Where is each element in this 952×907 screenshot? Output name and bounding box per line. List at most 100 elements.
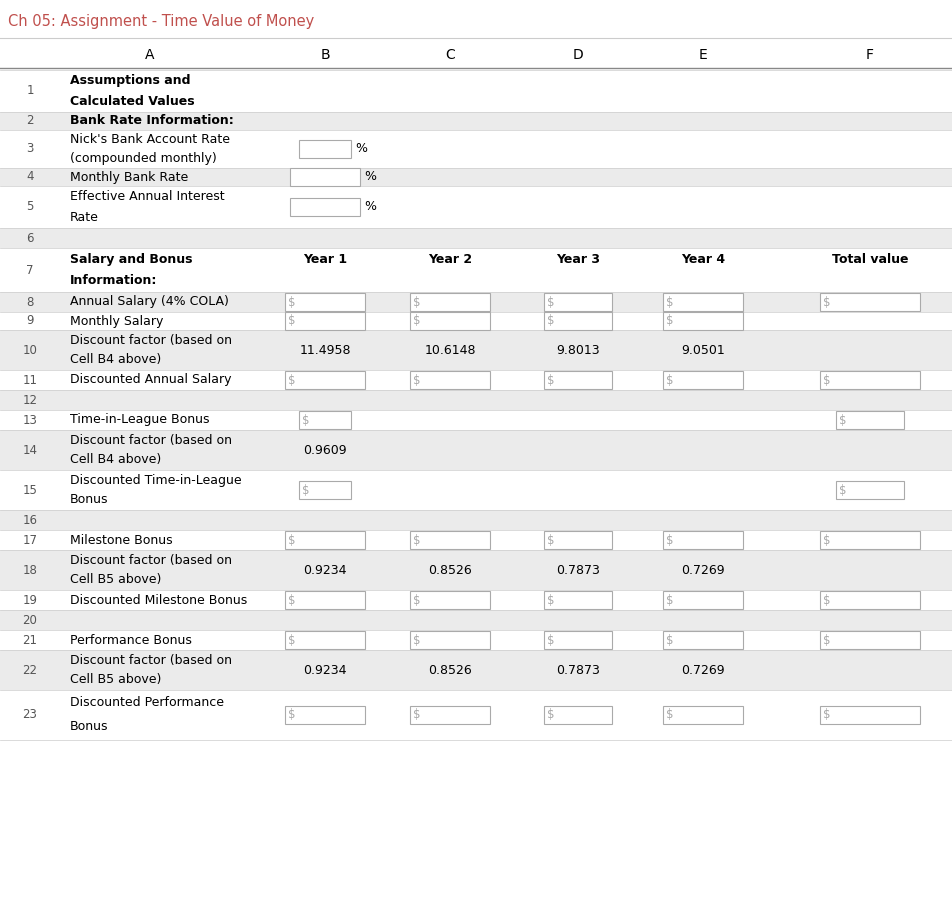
Bar	[285, 706, 365, 724]
Text: Bonus: Bonus	[69, 720, 109, 734]
Text: Rate: Rate	[69, 210, 99, 224]
Bar	[285, 631, 365, 649]
Bar	[544, 631, 611, 649]
Text: $: $	[665, 315, 673, 327]
Text: Assumptions and: Assumptions and	[69, 74, 190, 87]
Text: $: $	[288, 374, 295, 386]
Text: 16: 16	[23, 513, 37, 526]
Text: 0.9234: 0.9234	[303, 563, 347, 577]
Text: $: $	[546, 633, 554, 647]
Bar	[0, 370, 952, 390]
Text: 18: 18	[23, 563, 37, 577]
Text: Discount factor (based on: Discount factor (based on	[69, 654, 231, 667]
Text: Cell B4 above): Cell B4 above)	[69, 454, 161, 466]
Bar	[835, 411, 903, 429]
Text: $: $	[288, 633, 295, 647]
Text: $: $	[412, 593, 420, 607]
Text: Monthly Bank Rate: Monthly Bank Rate	[69, 171, 188, 183]
Text: Year 4: Year 4	[681, 253, 724, 266]
Bar	[819, 591, 919, 609]
Text: Year 1: Year 1	[303, 253, 347, 266]
Text: $: $	[412, 708, 420, 721]
Bar	[0, 312, 952, 330]
Bar	[0, 590, 952, 610]
Text: 0.9609: 0.9609	[303, 444, 347, 456]
Bar	[819, 293, 919, 311]
Text: 5: 5	[27, 200, 33, 213]
Text: Discount factor (based on: Discount factor (based on	[69, 334, 231, 346]
Text: Cell B4 above): Cell B4 above)	[69, 353, 161, 366]
Text: $: $	[412, 533, 420, 547]
Text: Bank Rate Information:: Bank Rate Information:	[69, 114, 233, 128]
Text: $: $	[546, 315, 554, 327]
Text: Discount factor (based on: Discount factor (based on	[69, 434, 231, 447]
Text: 0.8526: 0.8526	[427, 664, 471, 677]
Text: 4: 4	[27, 171, 33, 183]
Text: $: $	[546, 296, 554, 308]
Text: 10.6148: 10.6148	[424, 344, 475, 356]
Bar	[409, 531, 489, 549]
Bar	[0, 292, 952, 312]
Bar	[0, 410, 952, 430]
Text: Cell B5 above): Cell B5 above)	[69, 673, 161, 686]
Bar	[819, 631, 919, 649]
Text: 17: 17	[23, 533, 37, 547]
Bar	[0, 430, 952, 470]
Text: $: $	[412, 633, 420, 647]
Text: Year 2: Year 2	[427, 253, 471, 266]
Text: 7: 7	[27, 264, 33, 277]
Bar	[663, 531, 743, 549]
Bar	[663, 631, 743, 649]
Text: A: A	[145, 48, 154, 62]
Text: Year 3: Year 3	[555, 253, 600, 266]
Bar	[409, 706, 489, 724]
Text: $: $	[302, 414, 309, 426]
Text: 11.4958: 11.4958	[299, 344, 350, 356]
Bar	[0, 530, 952, 550]
Text: C: C	[445, 48, 454, 62]
Text: $: $	[412, 374, 420, 386]
Bar	[663, 371, 743, 389]
Text: Calculated Values: Calculated Values	[69, 94, 194, 108]
Bar	[819, 531, 919, 549]
Bar	[299, 411, 350, 429]
Text: $: $	[546, 533, 554, 547]
Text: $: $	[665, 533, 673, 547]
Bar	[409, 631, 489, 649]
Bar	[819, 371, 919, 389]
Text: 9.0501: 9.0501	[681, 344, 724, 356]
Bar	[289, 168, 360, 186]
Text: 6: 6	[27, 231, 33, 245]
Text: 14: 14	[23, 444, 37, 456]
Text: $: $	[412, 296, 420, 308]
Text: Milestone Bonus: Milestone Bonus	[69, 533, 172, 547]
Text: Bonus: Bonus	[69, 493, 109, 506]
Bar	[0, 470, 952, 510]
Text: $: $	[546, 374, 554, 386]
Text: B: B	[320, 48, 329, 62]
Text: 22: 22	[23, 664, 37, 677]
Bar	[0, 130, 952, 168]
Text: $: $	[665, 633, 673, 647]
Bar	[544, 312, 611, 330]
Text: Salary and Bonus: Salary and Bonus	[69, 253, 192, 266]
Text: 9.8013: 9.8013	[556, 344, 599, 356]
Bar	[0, 186, 952, 228]
Text: $: $	[288, 593, 295, 607]
Text: $: $	[546, 593, 554, 607]
Text: 23: 23	[23, 708, 37, 721]
Text: 21: 21	[23, 633, 37, 647]
Text: $: $	[823, 533, 829, 547]
Text: Discounted Milestone Bonus: Discounted Milestone Bonus	[69, 593, 247, 607]
Text: E: E	[698, 48, 706, 62]
Text: 13: 13	[23, 414, 37, 426]
Bar	[285, 531, 365, 549]
Bar	[0, 330, 952, 370]
Bar	[0, 630, 952, 650]
Bar	[0, 168, 952, 186]
Text: 0.7269: 0.7269	[681, 563, 724, 577]
Text: $: $	[823, 374, 829, 386]
Text: 12: 12	[23, 394, 37, 406]
Text: 0.7873: 0.7873	[555, 563, 600, 577]
Text: $: $	[665, 708, 673, 721]
